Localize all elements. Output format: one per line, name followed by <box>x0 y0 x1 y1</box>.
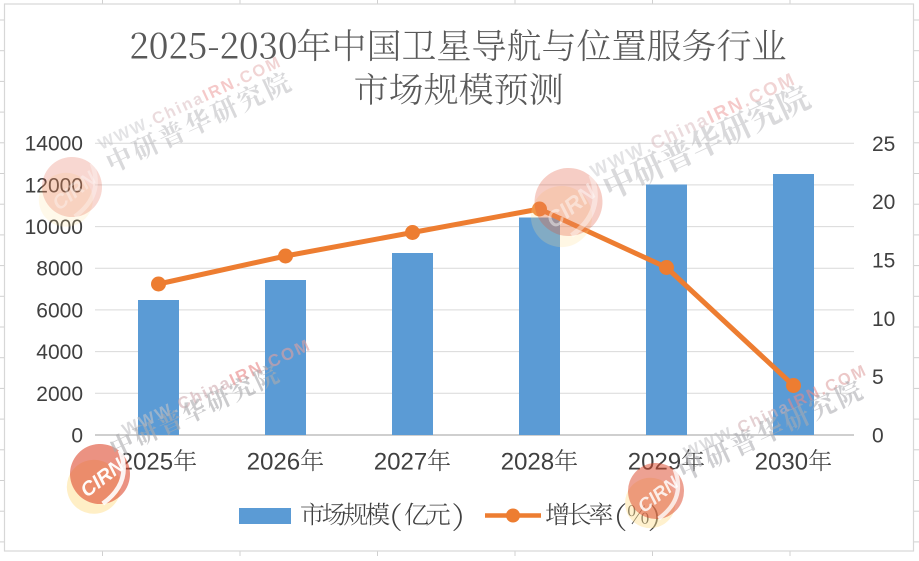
svg-text:8000: 8000 <box>36 258 83 281</box>
svg-text:2000: 2000 <box>36 383 83 406</box>
svg-text:4000: 4000 <box>36 341 83 364</box>
svg-text:15: 15 <box>872 250 895 273</box>
svg-text:10: 10 <box>872 308 895 331</box>
svg-text:25: 25 <box>872 133 895 156</box>
svg-text:10000: 10000 <box>25 216 83 239</box>
svg-text:6000: 6000 <box>36 299 83 322</box>
svg-text:12000: 12000 <box>25 174 83 197</box>
svg-text:0: 0 <box>71 425 83 448</box>
svg-text:14000: 14000 <box>25 133 83 156</box>
svg-text:0: 0 <box>872 425 884 448</box>
svg-text:5: 5 <box>872 366 884 389</box>
svg-text:20: 20 <box>872 191 895 214</box>
